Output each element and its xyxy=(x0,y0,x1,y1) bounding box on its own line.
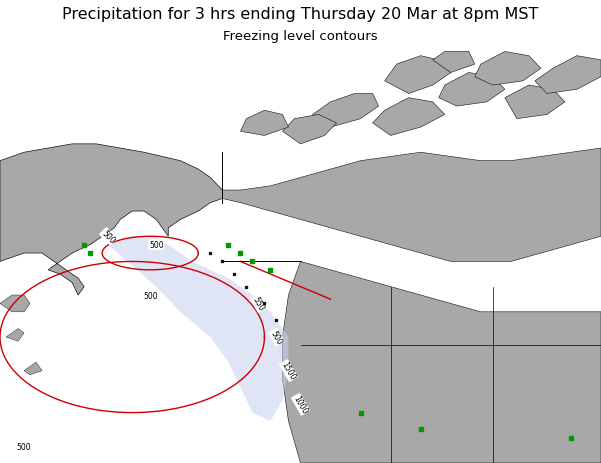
Text: Freezing level contours: Freezing level contours xyxy=(223,30,378,43)
Polygon shape xyxy=(6,329,24,342)
Text: 500: 500 xyxy=(269,329,284,346)
Text: 500: 500 xyxy=(17,442,31,450)
Text: 500: 500 xyxy=(143,291,157,300)
Polygon shape xyxy=(475,52,541,86)
Polygon shape xyxy=(282,115,337,144)
Polygon shape xyxy=(535,56,601,94)
Text: 1000: 1000 xyxy=(291,394,310,415)
Polygon shape xyxy=(24,363,42,375)
Polygon shape xyxy=(433,52,475,73)
Text: 1500: 1500 xyxy=(279,360,297,382)
Polygon shape xyxy=(373,99,445,136)
Text: 500: 500 xyxy=(100,228,117,245)
Polygon shape xyxy=(0,144,222,295)
Polygon shape xyxy=(313,94,379,128)
Polygon shape xyxy=(222,149,601,262)
Polygon shape xyxy=(439,73,505,107)
Polygon shape xyxy=(0,295,30,312)
Text: 550: 550 xyxy=(251,295,266,313)
Polygon shape xyxy=(505,86,565,119)
Text: Precipitation for 3 hrs ending Thursday 20 Mar at 8pm MST: Precipitation for 3 hrs ending Thursday … xyxy=(63,6,538,22)
Polygon shape xyxy=(240,111,288,136)
Polygon shape xyxy=(108,237,288,421)
Polygon shape xyxy=(282,262,601,463)
Polygon shape xyxy=(385,56,451,94)
Text: 500: 500 xyxy=(149,241,163,250)
